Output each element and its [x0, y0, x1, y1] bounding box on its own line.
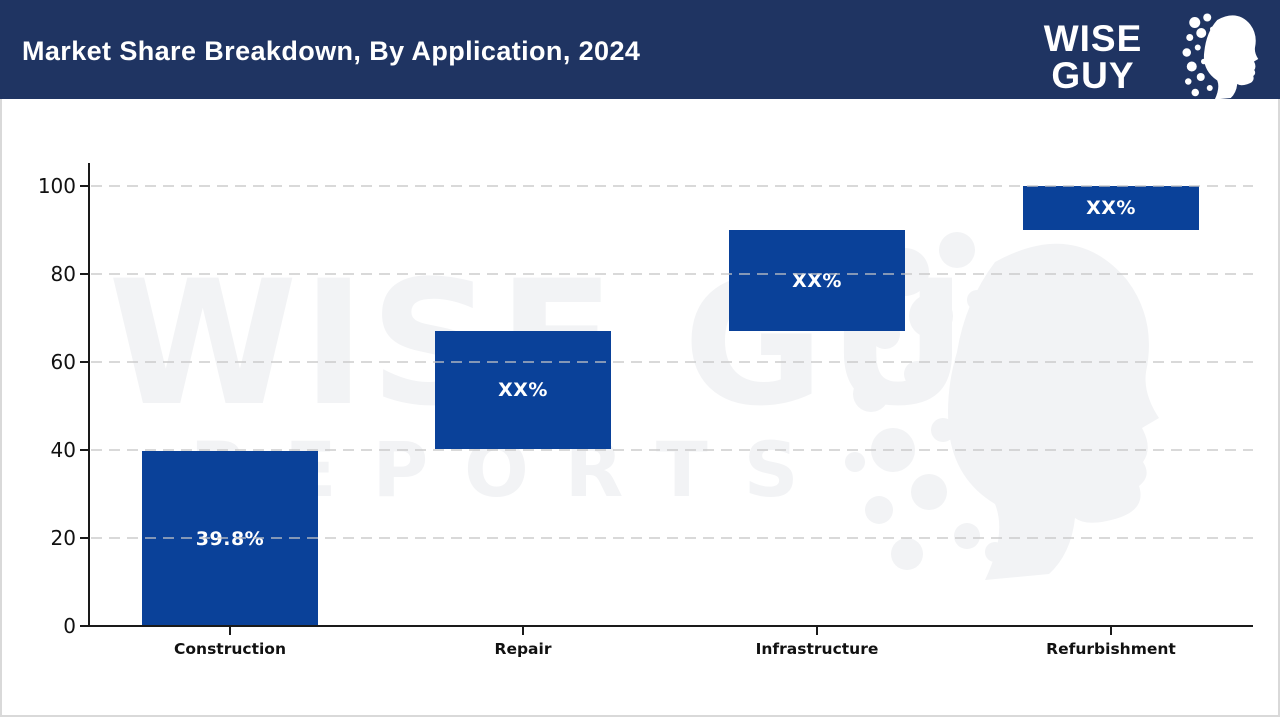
x-tick: [229, 627, 231, 635]
bar-refurbishment: XX%: [1023, 186, 1199, 230]
page-border-bottom: [0, 715, 1280, 717]
y-tick: [80, 185, 89, 187]
y-tick: [80, 625, 89, 627]
x-tick: [1110, 627, 1112, 635]
gridline-60: [91, 361, 1253, 363]
y-axis-line: [88, 163, 90, 627]
page-border-right: [1278, 99, 1280, 717]
bar-value-label: XX%: [792, 269, 842, 292]
y-tick: [80, 273, 89, 275]
y-tick: [80, 537, 89, 539]
bar-value-label: XX%: [1086, 197, 1136, 219]
logo-text: WISE GUY REPORTS: [1008, 20, 1178, 112]
wiseguy-face-watermark: [845, 232, 1159, 581]
y-tick-label: 80: [50, 262, 76, 286]
x-tick: [522, 627, 524, 635]
y-tick-label: 60: [50, 350, 76, 374]
page-border-left: [0, 99, 2, 717]
y-tick-label: 20: [50, 526, 76, 550]
x-tick-label-refurbishment: Refurbishment: [1046, 640, 1176, 658]
x-tick-label-construction: Construction: [174, 640, 286, 658]
y-tick: [80, 361, 89, 363]
y-tick-label: 40: [50, 438, 76, 462]
y-tick: [80, 449, 89, 451]
gridline-80: [91, 273, 1253, 275]
page-title: Market Share Breakdown, By Application, …: [22, 36, 641, 66]
header-bar: Market Share Breakdown, By Application, …: [0, 0, 1280, 112]
gridline-20: [91, 537, 1253, 539]
bar-repair: XX%: [435, 331, 611, 449]
wiseguy-logo: WISE GUY REPORTS: [1008, 6, 1268, 112]
bar-infrastructure: XX%: [729, 230, 905, 331]
gridline-40: [91, 449, 1253, 451]
x-tick-label-infrastructure: Infrastructure: [755, 640, 879, 658]
wiseguy-face-icon: [1182, 13, 1259, 100]
y-tick-label: 100: [37, 174, 76, 198]
bar-value-label: XX%: [498, 379, 548, 401]
y-tick-label: 0: [63, 614, 76, 638]
logo-subtitle: REPORTS: [1032, 97, 1158, 112]
x-tick: [816, 627, 818, 635]
gridline-100: [91, 185, 1253, 187]
x-axis-line: [85, 625, 1253, 627]
x-tick-label-repair: Repair: [494, 640, 552, 658]
logo-wordmark: WISE GUY: [1043, 18, 1143, 96]
